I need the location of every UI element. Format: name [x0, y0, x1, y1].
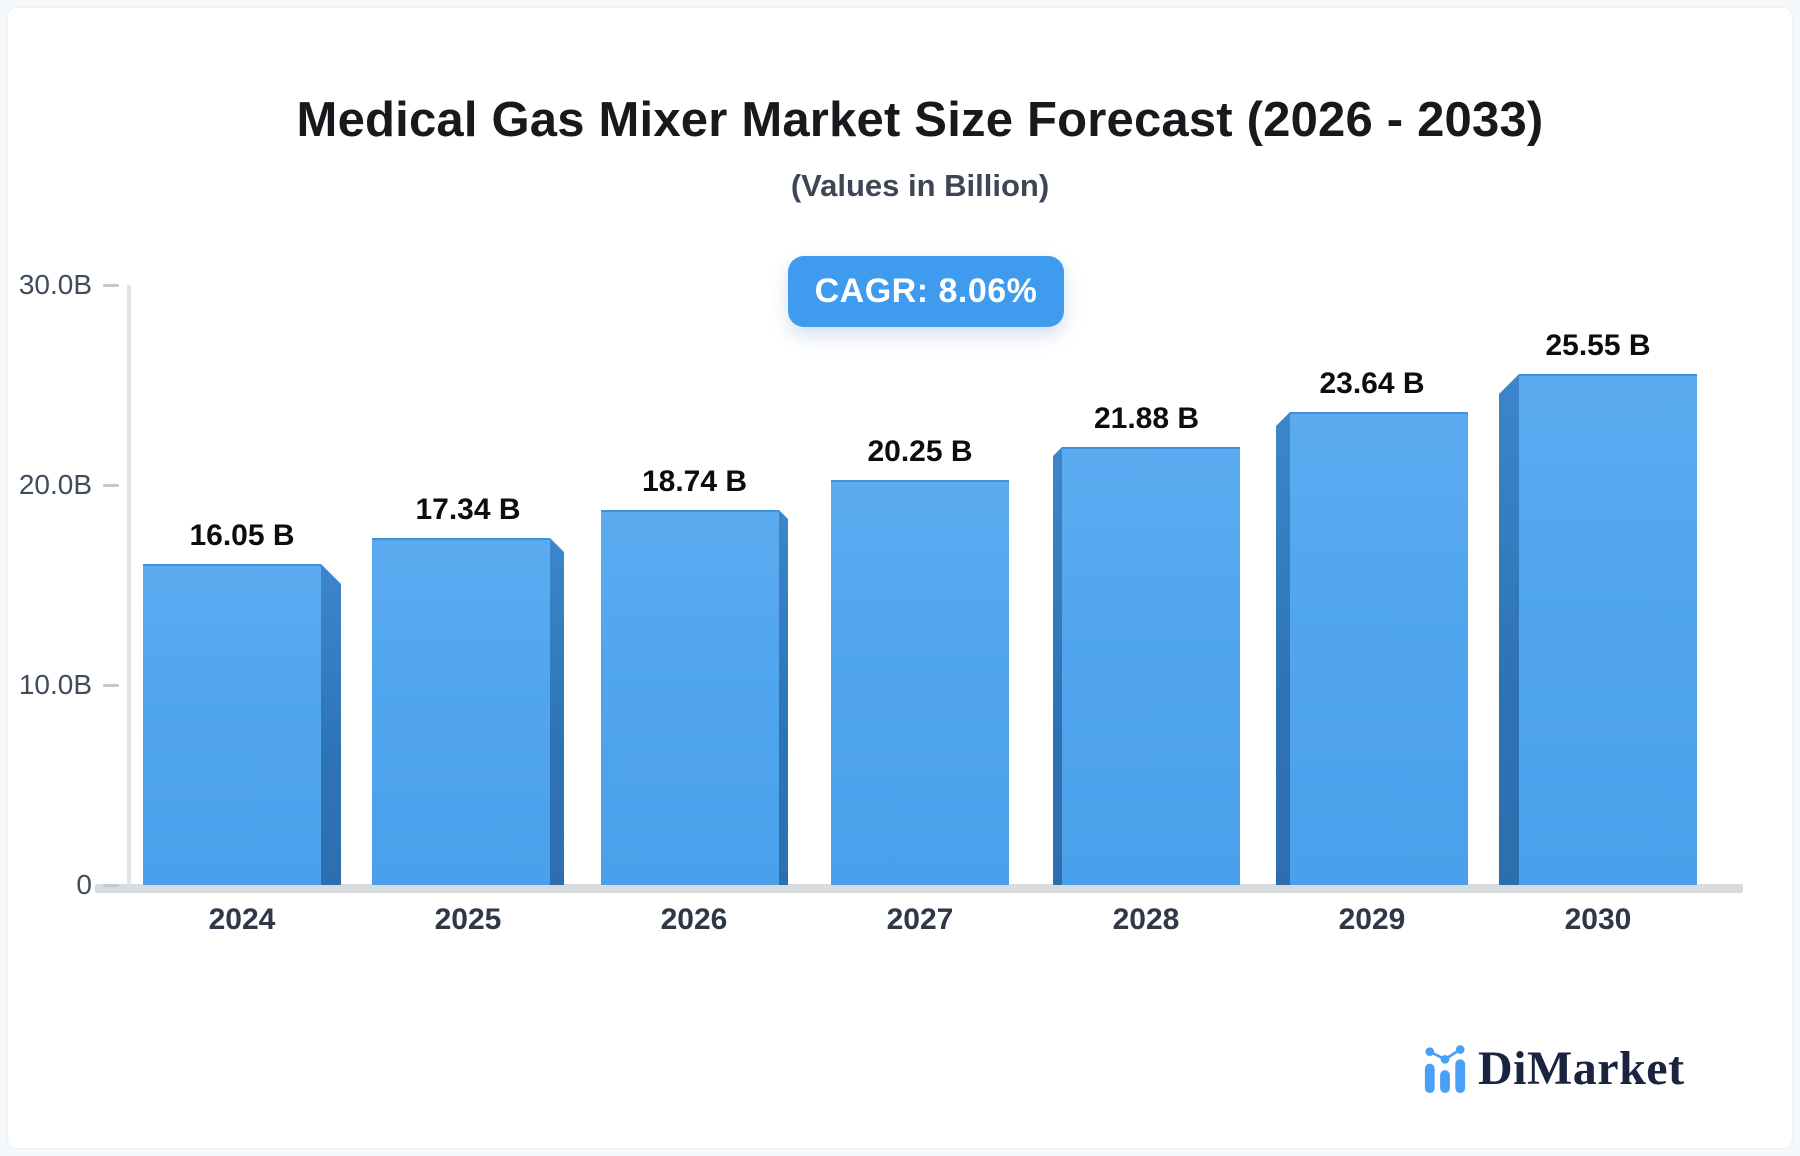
bar-face-2028[interactable]	[1062, 447, 1240, 885]
bar-face-2030[interactable]	[1519, 374, 1697, 885]
bar-value-label: 16.05 B	[189, 519, 295, 552]
x-axis-tick-label: 2029	[1338, 903, 1406, 936]
y-axis-tick-label: 30.0B	[18, 269, 92, 300]
y-axis-tick-label: 10.0B	[18, 669, 92, 700]
bar-value-label: 21.88 B	[1093, 402, 1200, 435]
bar-side-2025	[550, 538, 564, 885]
y-axis-tick-mark	[103, 884, 119, 887]
bar-2029[interactable]	[1276, 412, 1468, 885]
x-axis-tick-label: 2028	[1112, 903, 1180, 936]
bar-2024[interactable]	[143, 564, 341, 885]
bar-value-label: 25.55 B	[1545, 329, 1651, 362]
bar-side-2028	[1053, 447, 1062, 885]
bar-face-2027[interactable]	[831, 480, 1009, 885]
bar-side-2029	[1276, 412, 1290, 885]
x-axis-tick-label: 2026	[660, 903, 728, 936]
bar-value-label: 18.74 B	[641, 465, 748, 498]
bar-face-2026[interactable]	[601, 510, 779, 885]
y-axis-tick-label: 20.0B	[18, 469, 92, 500]
x-axis-tick-label: 2027	[886, 903, 954, 936]
x-axis-tick-label: 2024	[208, 903, 276, 936]
y-axis-line	[127, 285, 131, 887]
x-axis-tick-label: 2030	[1564, 903, 1632, 936]
bar-value-label: 23.64 B	[1319, 367, 1425, 400]
y-axis-tick-mark	[103, 284, 119, 287]
x-axis-baseline	[95, 884, 1743, 893]
bar-2028[interactable]	[1053, 447, 1240, 885]
mini-bar-chart-icon	[1424, 1045, 1466, 1093]
cagr-badge-label: CAGR: 8.06%	[814, 272, 1038, 310]
brand-name: DiMarket	[1478, 1041, 1685, 1095]
bar-2030[interactable]	[1499, 374, 1697, 885]
dimarket-logo[interactable]: DiMarket	[1424, 1040, 1685, 1096]
y-axis-tick-label: 0	[76, 869, 92, 900]
bar-side-2030	[1499, 374, 1519, 885]
y-axis-tick-mark	[103, 484, 119, 487]
x-axis-tick-label: 2025	[434, 903, 502, 936]
chart-header: Medical Gas Mixer Market Size Forecast (…	[40, 92, 1800, 204]
bar-face-2024[interactable]	[143, 564, 321, 885]
chart-title: Medical Gas Mixer Market Size Forecast (…	[296, 93, 1544, 147]
bar-2025[interactable]	[372, 538, 564, 885]
bar-value-label: 20.25 B	[867, 435, 973, 468]
bar-side-2024	[321, 564, 341, 885]
chart-subtitle: (Values in Billion)	[790, 168, 1050, 203]
bar-face-2029[interactable]	[1290, 412, 1468, 885]
bar-2026[interactable]	[601, 510, 788, 885]
cagr-badge: CAGR: 8.06%	[788, 256, 1064, 327]
bar-2027[interactable]	[831, 480, 1009, 885]
y-axis-tick-mark	[103, 684, 119, 687]
bar-side-2026	[779, 510, 788, 885]
bar-face-2025[interactable]	[372, 538, 550, 885]
bar-value-label: 17.34 B	[415, 493, 521, 526]
